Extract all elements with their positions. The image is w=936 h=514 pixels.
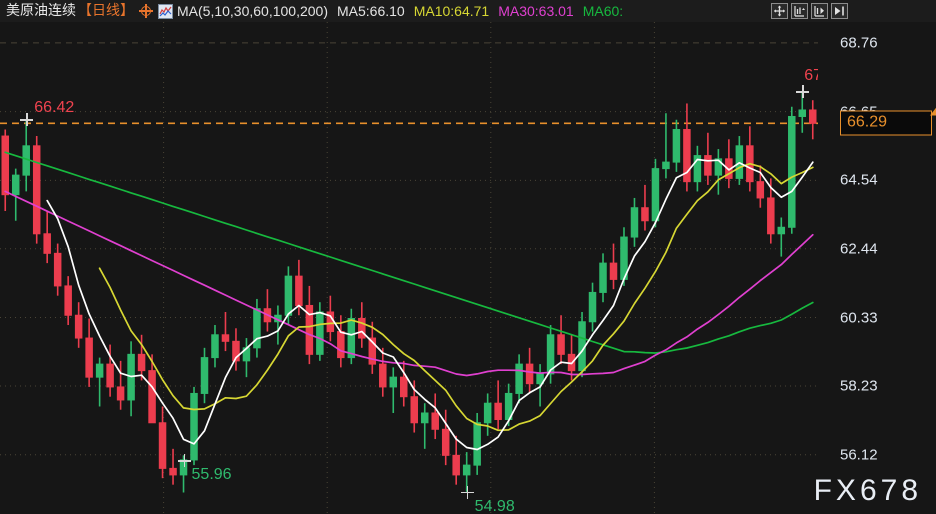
chart-canvas	[0, 22, 818, 514]
jump-latest-icon[interactable]	[831, 3, 848, 19]
candlestick-plot-area[interactable]: 66.42 67.28 55.96 54.98	[0, 22, 818, 514]
annotation-high-right: 67.28	[804, 67, 818, 85]
high-marker-left	[20, 113, 34, 127]
low-marker-left	[177, 453, 191, 467]
axis-tick-0: 68.76	[840, 34, 878, 52]
period-label: 【日线】	[78, 3, 134, 19]
chart-tool-buttons	[771, 3, 848, 19]
low-marker-right	[460, 485, 474, 499]
ma5-value: MA5:66.10	[337, 3, 405, 19]
current-price-box: 66.29	[840, 110, 932, 136]
zoom-right-icon[interactable]	[811, 3, 828, 19]
ma30-value: MA30:63.01	[498, 3, 574, 19]
axis-tick-2: 64.54	[840, 171, 878, 189]
ma60-value: MA60:	[582, 3, 624, 19]
axis-tick-4: 60.33	[840, 309, 878, 327]
crosshair-icon[interactable]	[139, 4, 153, 18]
axis-tick-3: 62.44	[840, 240, 878, 258]
ma10-value: MA10:64.71	[413, 3, 490, 19]
watermark: FX678	[813, 474, 922, 507]
current-price-value: 66.29	[847, 113, 888, 131]
chart-header-toolbar: 美原油连续 【日线】 MA(5,10,30,60,100,200) MA5:66…	[0, 0, 936, 22]
price-arrow-icon	[930, 106, 936, 116]
mini-chart-icon[interactable]	[158, 3, 173, 19]
annotation-low-right: 54.98	[474, 497, 515, 514]
axis-tick-5: 58.23	[840, 377, 878, 395]
high-marker-right	[796, 85, 810, 99]
price-axis[interactable]: 68.76 66.65 64.54 62.44 60.33 58.23 56.1…	[818, 22, 936, 514]
move-crosshair-icon[interactable]	[771, 3, 788, 19]
symbol-name: 美原油连续	[6, 3, 76, 19]
annotation-high-left: 66.42	[34, 99, 75, 117]
ma-definition-label: MA(5,10,30,60,100,200)	[177, 3, 328, 19]
zoom-left-icon[interactable]	[791, 3, 808, 19]
axis-tick-6: 56.12	[840, 446, 878, 464]
annotation-low-left: 55.96	[191, 465, 232, 483]
